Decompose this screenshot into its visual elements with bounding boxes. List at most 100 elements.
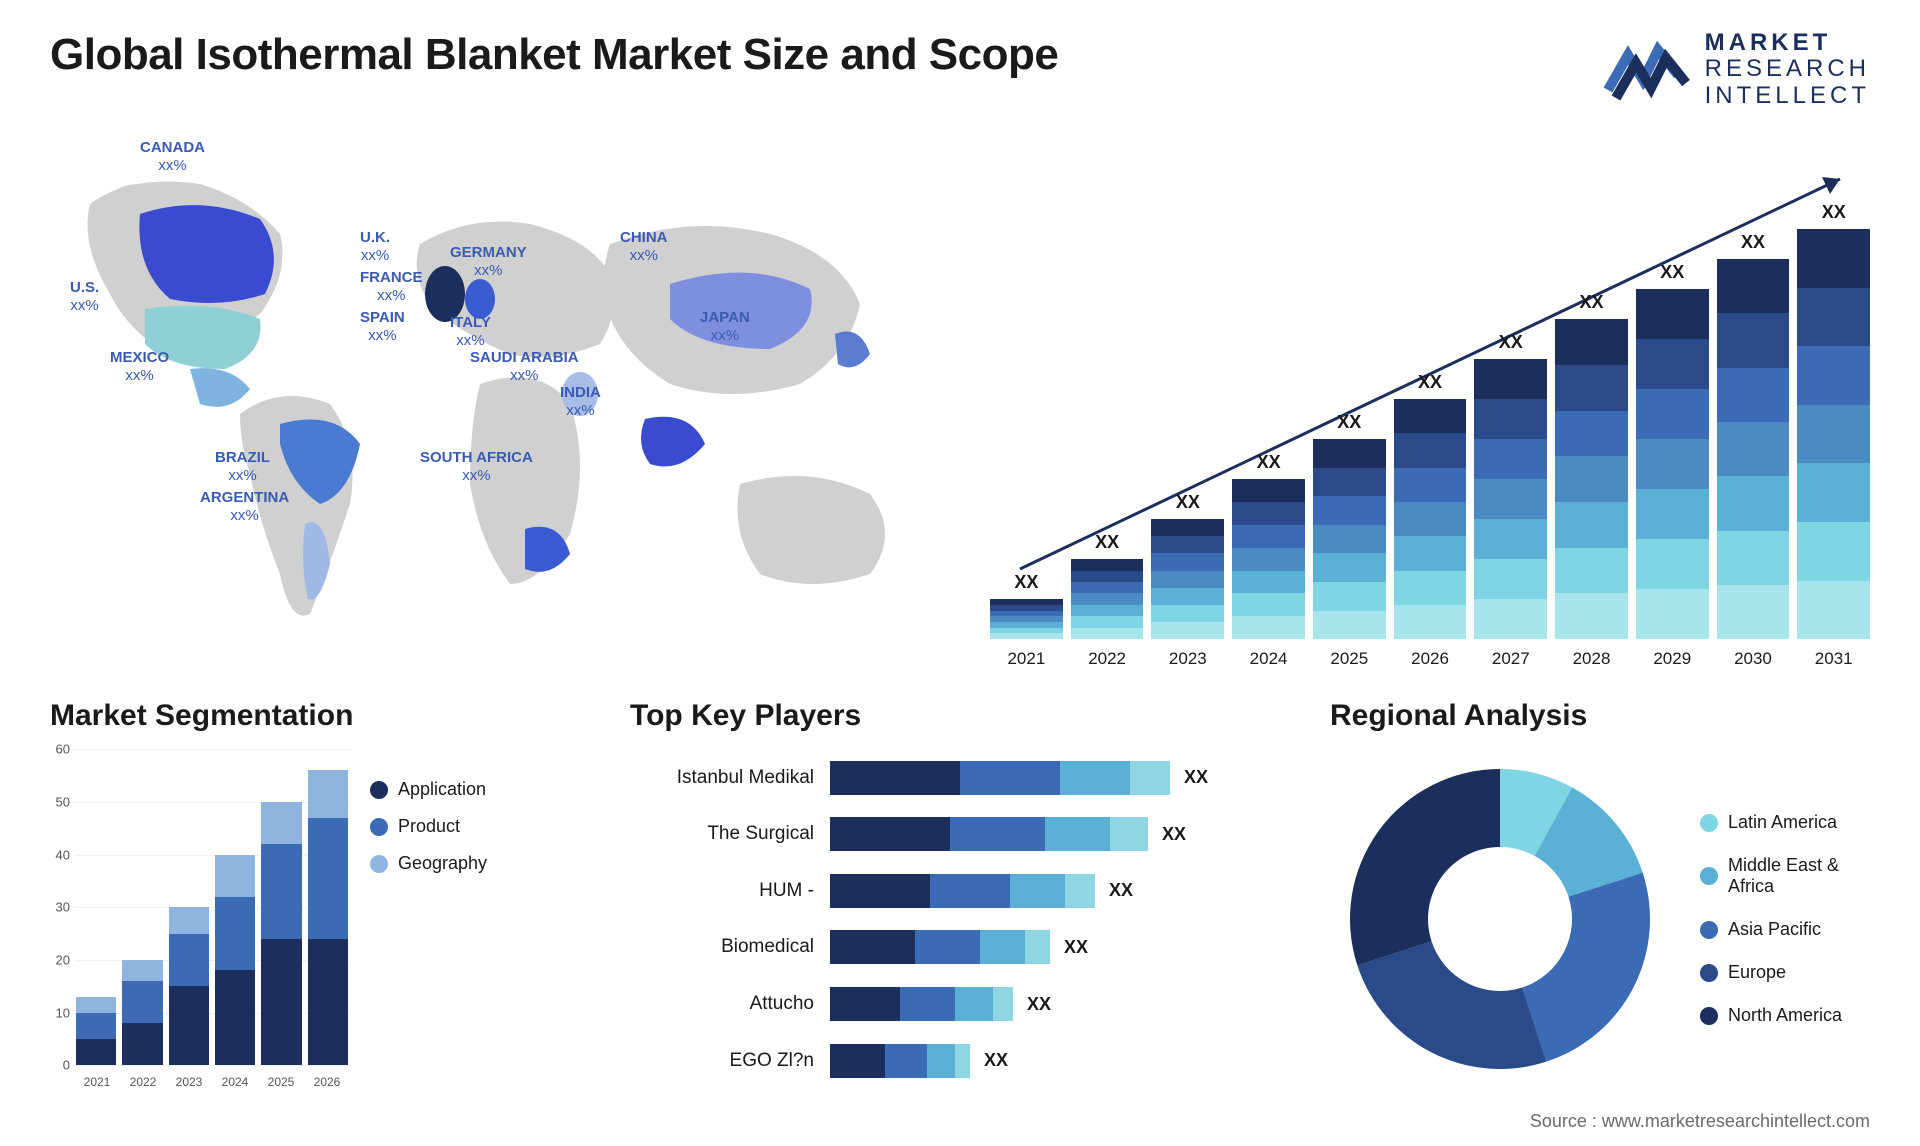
player-name: HUM - xyxy=(630,880,814,902)
player-bar: XX xyxy=(830,987,1290,1021)
legend-dot-icon xyxy=(370,818,388,836)
legend-item: Geography xyxy=(370,853,487,874)
world-map: CANADAxx%U.S.xx%MEXICOxx%BRAZILxx%ARGENT… xyxy=(50,139,930,669)
forecast-bar: XX xyxy=(1636,262,1709,639)
map-country-label: ARGENTINAxx% xyxy=(200,489,289,525)
segmentation-chart: 0102030405060 202120222023202420252026 xyxy=(50,749,350,1089)
forecast-bar: XX xyxy=(1313,412,1386,639)
seg-year-label: 2022 xyxy=(130,1075,157,1089)
donut-slice xyxy=(1357,941,1546,1069)
legend-dot-icon xyxy=(370,781,388,799)
seg-bar xyxy=(261,802,301,1065)
forecast-value-label: XX xyxy=(1014,572,1038,593)
seg-y-tick: 30 xyxy=(56,900,70,915)
player-value-label: XX xyxy=(1162,824,1186,845)
player-value-label: XX xyxy=(1064,937,1088,958)
forecast-year-label: 2025 xyxy=(1313,649,1386,669)
brand-logo: MARKET RESEARCH INTELLECT xyxy=(1603,30,1870,109)
forecast-value-label: XX xyxy=(1176,492,1200,513)
forecast-bar: XX xyxy=(1717,232,1790,639)
legend-dot-icon xyxy=(1700,921,1718,939)
map-svg xyxy=(50,139,930,669)
map-country-label: SOUTH AFRICAxx% xyxy=(420,449,533,485)
player-name: The Surgical xyxy=(630,823,814,845)
player-value-label: XX xyxy=(1027,994,1051,1015)
key-players-labels: Istanbul MedikalThe SurgicalHUM -Biomedi… xyxy=(630,749,830,1089)
map-country-label: INDIAxx% xyxy=(560,384,601,420)
key-players-panel: Top Key Players Istanbul MedikalThe Surg… xyxy=(630,699,1290,1119)
forecast-value-label: XX xyxy=(1337,412,1361,433)
legend-label: Geography xyxy=(398,853,487,874)
seg-year-label: 2026 xyxy=(314,1075,341,1089)
player-bar: XX xyxy=(830,1044,1290,1078)
forecast-year-label: 2031 xyxy=(1797,649,1870,669)
legend-label: Application xyxy=(398,779,486,800)
donut-slice xyxy=(1522,873,1650,1062)
forecast-year-label: 2029 xyxy=(1636,649,1709,669)
forecast-value-label: XX xyxy=(1660,262,1684,283)
regional-donut-chart xyxy=(1330,749,1670,1089)
legend-dot-icon xyxy=(1700,867,1718,885)
forecast-bar: XX xyxy=(1151,492,1224,639)
forecast-bar: XX xyxy=(1394,372,1467,639)
regional-title: Regional Analysis xyxy=(1330,699,1870,733)
player-bar: XX xyxy=(830,930,1290,964)
seg-y-tick: 0 xyxy=(63,1058,70,1073)
source-label: Source : www.marketresearchintellect.com xyxy=(1530,1111,1870,1132)
legend-label: North America xyxy=(1728,1005,1842,1026)
map-country-label: U.S.xx% xyxy=(70,279,99,315)
player-name: Biomedical xyxy=(630,936,814,958)
forecast-bar: XX xyxy=(990,572,1063,639)
seg-bar xyxy=(76,997,116,1065)
player-bar: XX xyxy=(830,817,1290,851)
page-title: Global Isothermal Blanket Market Size an… xyxy=(50,30,1058,80)
forecast-value-label: XX xyxy=(1741,232,1765,253)
seg-bar xyxy=(308,770,348,1065)
forecast-value-label: XX xyxy=(1580,292,1604,313)
forecast-bar: XX xyxy=(1555,292,1628,639)
map-country-label: FRANCExx% xyxy=(360,269,423,305)
player-value-label: XX xyxy=(984,1050,1008,1071)
legend-item: Latin America xyxy=(1700,812,1870,833)
seg-y-tick: 40 xyxy=(56,847,70,862)
seg-y-tick: 60 xyxy=(56,742,70,757)
legend-label: Middle East & Africa xyxy=(1728,855,1870,897)
legend-item: Asia Pacific xyxy=(1700,919,1870,940)
forecast-year-label: 2022 xyxy=(1071,649,1144,669)
key-players-title: Top Key Players xyxy=(630,699,1290,733)
forecast-value-label: XX xyxy=(1095,532,1119,553)
seg-y-tick: 10 xyxy=(56,1005,70,1020)
seg-y-tick: 50 xyxy=(56,794,70,809)
forecast-bar: XX xyxy=(1797,202,1870,639)
seg-year-label: 2021 xyxy=(84,1075,111,1089)
segmentation-panel: Market Segmentation 0102030405060 202120… xyxy=(50,699,590,1119)
map-country-label: U.K.xx% xyxy=(360,229,390,265)
legend-item: Europe xyxy=(1700,962,1870,983)
map-country-label: CHINAxx% xyxy=(620,229,668,265)
legend-label: Europe xyxy=(1728,962,1786,983)
forecast-value-label: XX xyxy=(1822,202,1846,223)
legend-item: Application xyxy=(370,779,487,800)
forecast-bar: XX xyxy=(1232,452,1305,639)
legend-dot-icon xyxy=(1700,814,1718,832)
logo-line3: INTELLECT xyxy=(1705,83,1870,109)
map-country-label: BRAZILxx% xyxy=(215,449,270,485)
forecast-value-label: XX xyxy=(1257,452,1281,473)
header: Global Isothermal Blanket Market Size an… xyxy=(50,30,1870,109)
forecast-value-label: XX xyxy=(1418,372,1442,393)
key-players-chart: XXXXXXXXXXXX xyxy=(830,749,1290,1089)
seg-bar xyxy=(122,960,162,1065)
legend-dot-icon xyxy=(1700,964,1718,982)
seg-bar xyxy=(169,907,209,1065)
seg-bar xyxy=(215,855,255,1066)
forecast-year-label: 2030 xyxy=(1717,649,1790,669)
forecast-bar: XX xyxy=(1071,532,1144,639)
map-country-label: GERMANYxx% xyxy=(450,244,527,280)
regional-panel: Regional Analysis Latin America Middle Ea… xyxy=(1330,699,1870,1119)
legend-label: Asia Pacific xyxy=(1728,919,1821,940)
legend-item: North America xyxy=(1700,1005,1870,1026)
map-country-label: JAPANxx% xyxy=(700,309,750,345)
regional-legend: Latin America Middle East & Africa Asia Pa… xyxy=(1700,812,1870,1026)
map-country-label: CANADAxx% xyxy=(140,139,205,175)
forecast-bar: XX xyxy=(1474,332,1547,639)
